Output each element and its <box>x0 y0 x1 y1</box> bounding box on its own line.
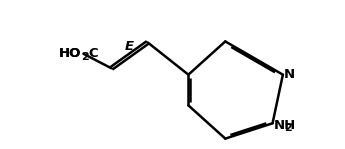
Text: N: N <box>284 68 295 81</box>
Text: 2: 2 <box>81 52 89 62</box>
Text: NH: NH <box>274 119 296 132</box>
Text: HO: HO <box>59 47 81 60</box>
Text: 2: 2 <box>284 123 292 133</box>
Text: E: E <box>125 40 134 53</box>
Text: C: C <box>89 47 99 60</box>
Text: HO: HO <box>59 47 81 60</box>
